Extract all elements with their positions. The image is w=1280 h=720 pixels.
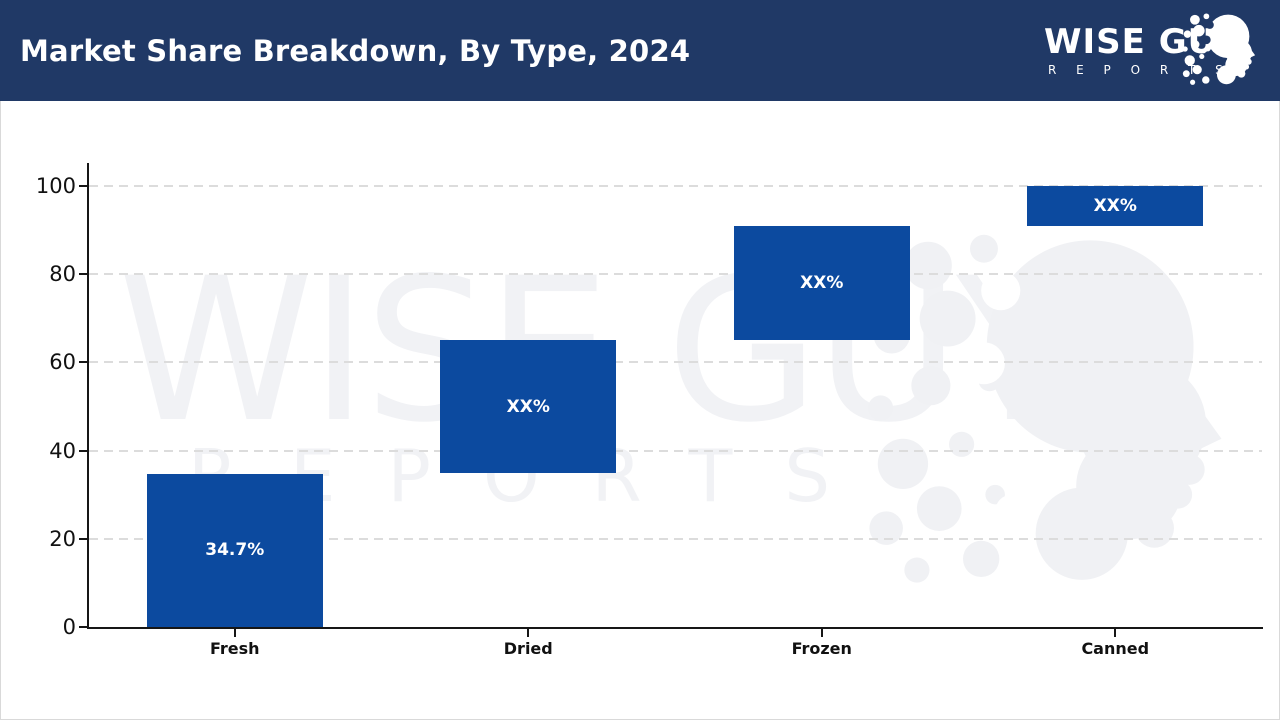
bar-value-label: XX% (506, 396, 550, 417)
chart-title: Market Share Breakdown, By Type, 2024 (20, 33, 691, 68)
x-tick-label: Frozen (791, 639, 852, 658)
bar-dried (440, 340, 617, 473)
y-tick-label: 100 (35, 174, 76, 198)
logo-head-icon (1182, 13, 1256, 85)
y-tick-mark (79, 449, 87, 452)
bar-fresh (146, 473, 323, 627)
y-tick-label: 40 (49, 438, 76, 463)
y-tick-mark (79, 537, 87, 540)
logo-reports-text: R E P O R T S (1048, 63, 1231, 77)
x-tick-label: Fresh (209, 639, 260, 658)
gridline (89, 449, 1262, 452)
x-tick-label: Dried (503, 639, 553, 658)
y-tick-mark (79, 185, 87, 187)
y-tick-label: 80 (49, 262, 76, 287)
bar-value-label: XX% (800, 273, 844, 294)
y-tick-mark (79, 626, 87, 628)
gridline (89, 273, 1262, 276)
gridline (89, 537, 1262, 540)
bar-canned (1027, 186, 1204, 226)
x-tick-mark (233, 629, 236, 637)
header-band: Market Share Breakdown, By Type, 2024 WI… (0, 0, 1280, 101)
y-tick-label: 0 (62, 615, 76, 639)
watermark-head-icon (868, 234, 1222, 583)
x-axis-line (87, 627, 1263, 629)
x-tick-mark (527, 629, 530, 637)
y-tick-mark (79, 361, 87, 364)
x-tick-mark (1114, 629, 1117, 637)
y-tick-label: 60 (49, 350, 76, 375)
bar-value-label: 34.7% (205, 540, 265, 561)
y-tick-label: 20 (49, 526, 76, 551)
bar-frozen (733, 225, 910, 341)
bar-value-label: XX% (1093, 195, 1137, 216)
x-tick-mark (820, 629, 823, 637)
wise-guy-reports-logo: WISE GUY R E P O R T S (1008, 6, 1268, 96)
y-tick-mark (79, 273, 87, 276)
x-tick-label: Canned (1081, 639, 1150, 658)
gridline (89, 361, 1262, 364)
y-axis-line (87, 163, 89, 629)
gridline (89, 185, 1262, 187)
